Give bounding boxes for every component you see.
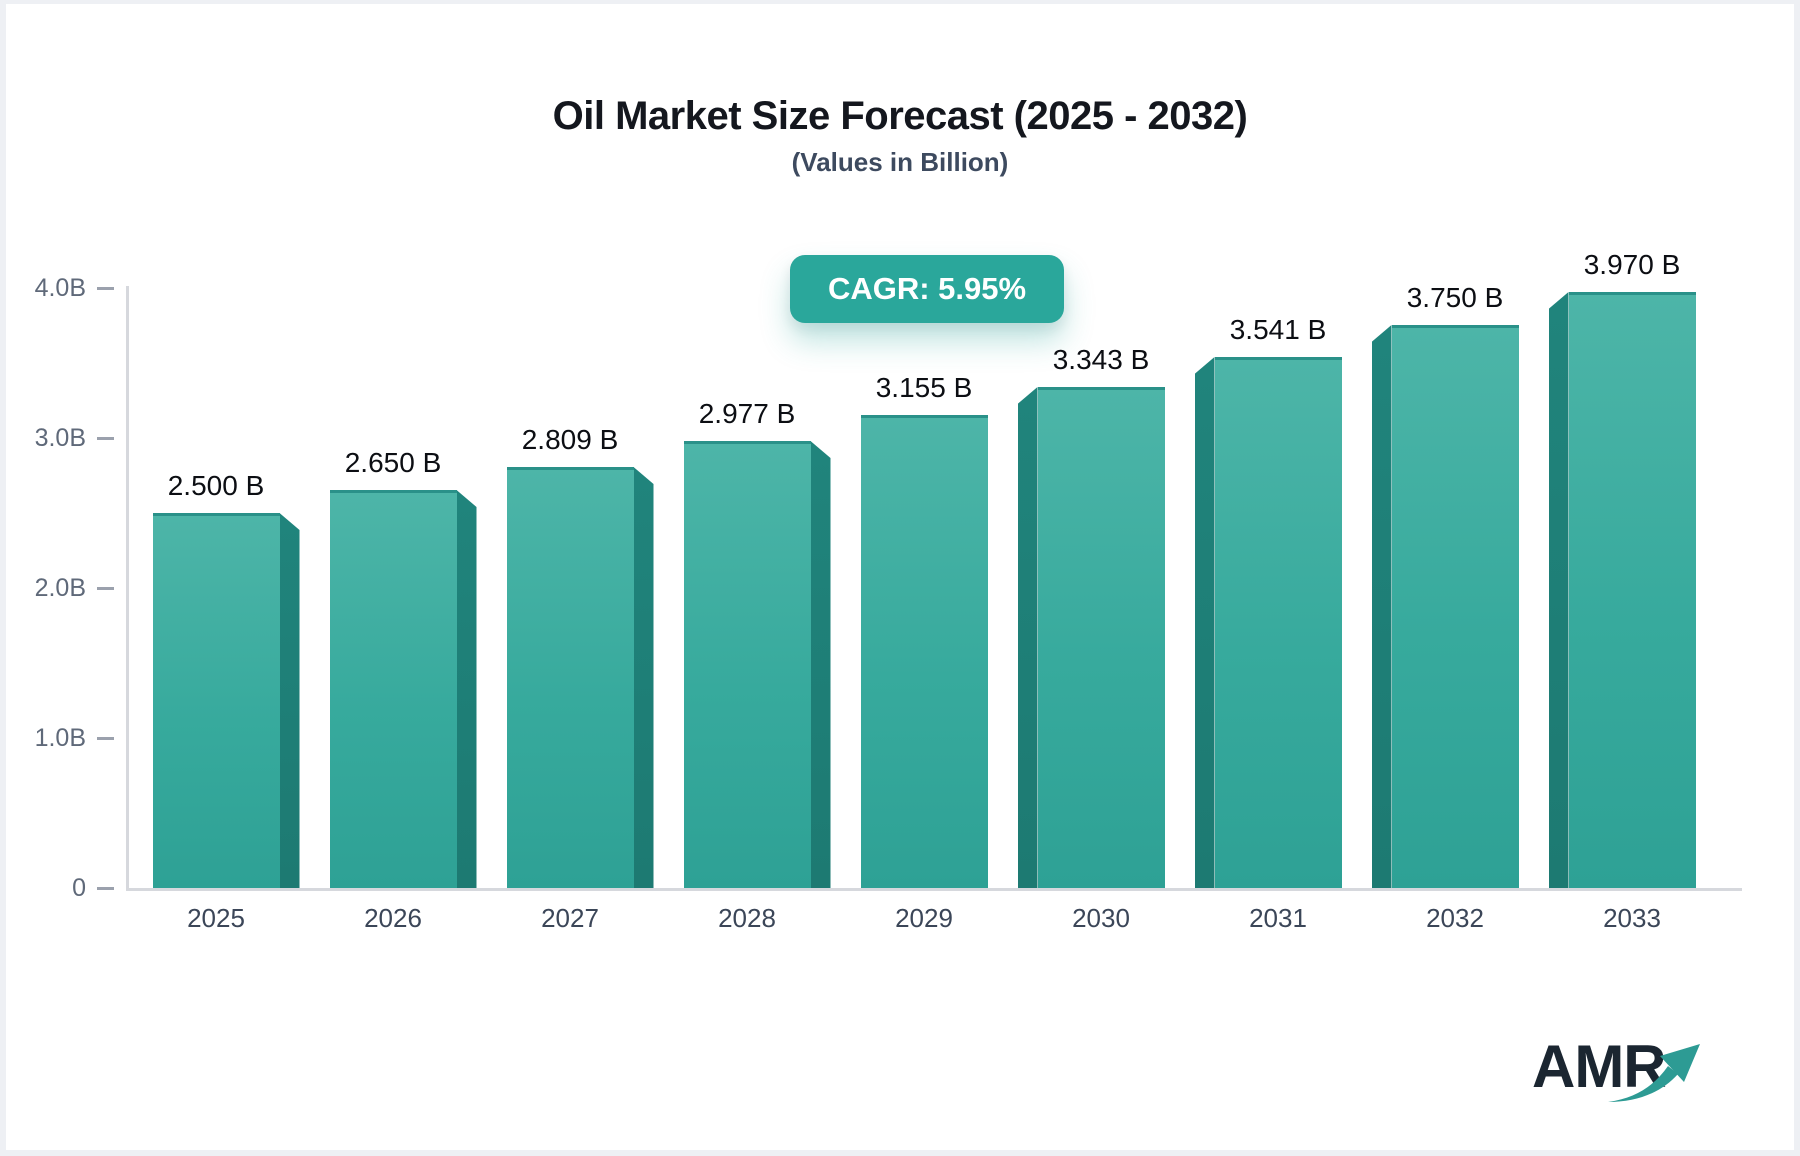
bar-side-2027 xyxy=(633,467,654,888)
bar-2027 xyxy=(506,467,634,888)
x-tick-label-2033: 2033 xyxy=(1603,903,1661,933)
x-tick-label-2032: 2032 xyxy=(1426,903,1484,933)
bar-2025 xyxy=(152,513,280,888)
y-tick-label: 4.0B xyxy=(34,274,86,302)
bar-side-2028 xyxy=(810,441,831,888)
bar-side-2033 xyxy=(1548,292,1569,888)
x-tick-label-2026: 2026 xyxy=(364,903,422,933)
bar-value-label-2030: 3.343 B xyxy=(1052,344,1150,375)
bar-value-label-2027: 2.809 B xyxy=(521,424,619,455)
x-axis-line xyxy=(126,888,1742,891)
y-tick-label: 3.0B xyxy=(34,424,86,452)
bar-value-label-2033: 3.970 B xyxy=(1583,249,1681,280)
bar-value-label-2029: 3.155 B xyxy=(875,372,973,403)
bar-value-label-2032: 3.750 B xyxy=(1406,282,1504,313)
bar-2029 xyxy=(860,415,988,888)
bar-value-label-2028: 2.977 B xyxy=(698,398,796,429)
bar-2030 xyxy=(1037,387,1165,888)
y-tick-label: 0 xyxy=(72,874,86,902)
y-tick-mark xyxy=(97,887,114,890)
y-tick-label: 1.0B xyxy=(34,724,86,752)
y-tick-label: 2.0B xyxy=(34,574,86,602)
y-tick-mark xyxy=(97,737,114,740)
y-tick-mark xyxy=(97,587,114,590)
amr-logo: AMR xyxy=(1532,1032,1732,1112)
bar-2026 xyxy=(329,490,457,888)
bar-2031 xyxy=(1214,357,1342,888)
x-tick-label-2025: 2025 xyxy=(187,903,245,933)
amr-logo-text: AMR xyxy=(1532,1033,1667,1100)
bar-value-label-2025: 2.500 B xyxy=(167,470,265,501)
bar-side-2032 xyxy=(1371,325,1392,888)
bar-2028 xyxy=(683,441,811,888)
bar-side-2031 xyxy=(1194,357,1215,888)
bar-side-2026 xyxy=(456,490,477,888)
y-axis-line xyxy=(126,286,129,891)
bar-2032 xyxy=(1391,325,1519,888)
bar-side-2030 xyxy=(1017,387,1038,888)
x-tick-label-2029: 2029 xyxy=(895,903,953,933)
cagr-badge: CAGR: 5.95% xyxy=(790,255,1064,323)
x-tick-label-2028: 2028 xyxy=(718,903,776,933)
bar-side-2025 xyxy=(279,513,300,888)
x-tick-label-2027: 2027 xyxy=(541,903,599,933)
y-tick-mark xyxy=(97,437,114,440)
bar-value-label-2031: 3.541 B xyxy=(1229,314,1327,345)
chart-title: Oil Market Size Forecast (2025 - 2032) xyxy=(552,94,1248,138)
x-tick-label-2030: 2030 xyxy=(1072,903,1130,933)
bar-value-label-2026: 2.650 B xyxy=(344,447,442,478)
y-tick-mark xyxy=(97,287,114,290)
bar-2033 xyxy=(1568,292,1696,888)
amr-logo-arrow-icon xyxy=(1608,1044,1700,1102)
cagr-badge-label: CAGR: 5.95% xyxy=(827,271,1027,306)
x-tick-label-2031: 2031 xyxy=(1249,903,1307,933)
chart-subtitle: (Values in Billion) xyxy=(791,147,1009,177)
